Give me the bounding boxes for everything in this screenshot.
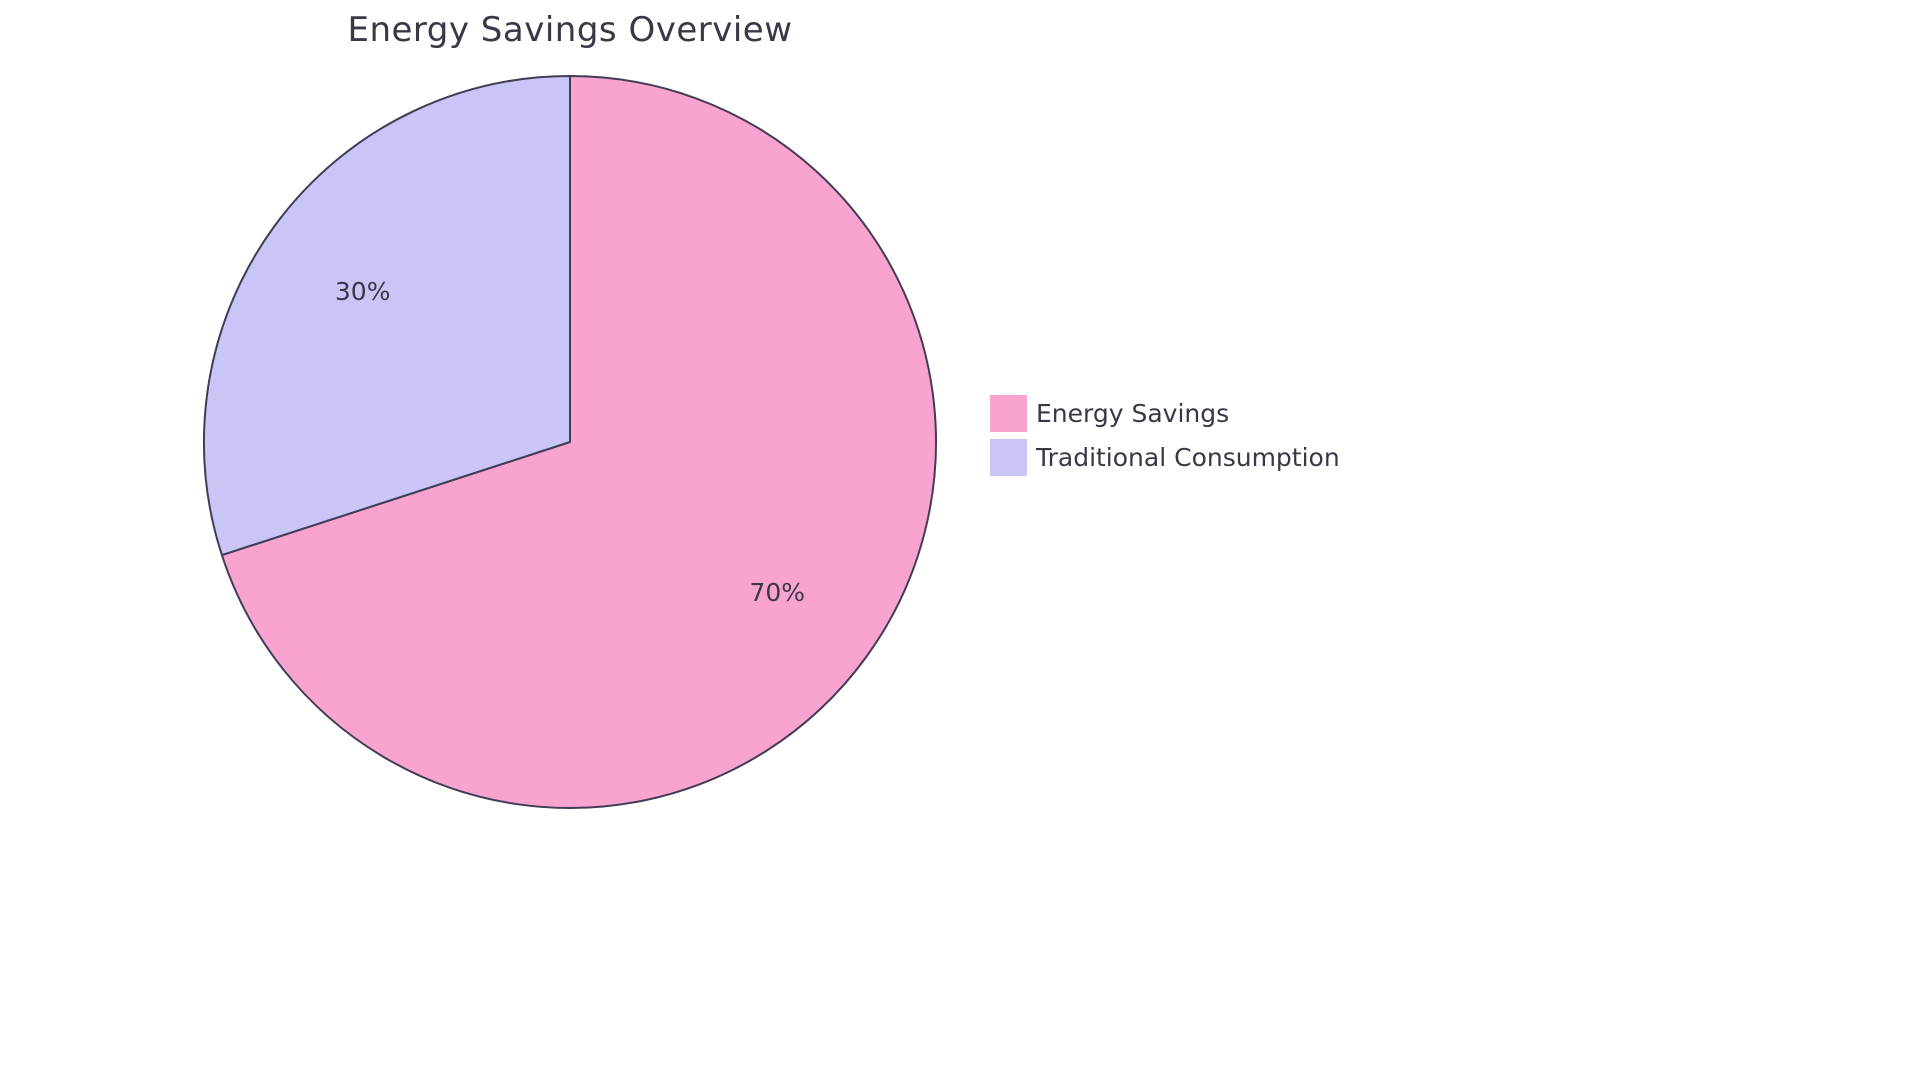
legend-label-energy-savings: Energy Savings	[1036, 399, 1230, 428]
chart-title: Energy Savings Overview	[347, 10, 793, 50]
legend-swatch-energy-savings	[990, 395, 1027, 432]
pie-slice-energy-savings	[220, 75, 937, 809]
slice-value-label-traditional-consumption: 30%	[335, 277, 391, 306]
legend-item-energy-savings: Energy Savings	[990, 395, 1340, 432]
pie-slice-traditional-consumption	[203, 75, 571, 557]
slice-value-label-energy-savings: 70%	[750, 578, 806, 607]
legend: Energy Savings Traditional Consumption	[990, 395, 1340, 476]
legend-label-traditional-consumption: Traditional Consumption	[1036, 443, 1340, 472]
legend-swatch-traditional-consumption	[990, 439, 1027, 476]
legend-item-traditional-consumption: Traditional Consumption	[990, 439, 1340, 476]
